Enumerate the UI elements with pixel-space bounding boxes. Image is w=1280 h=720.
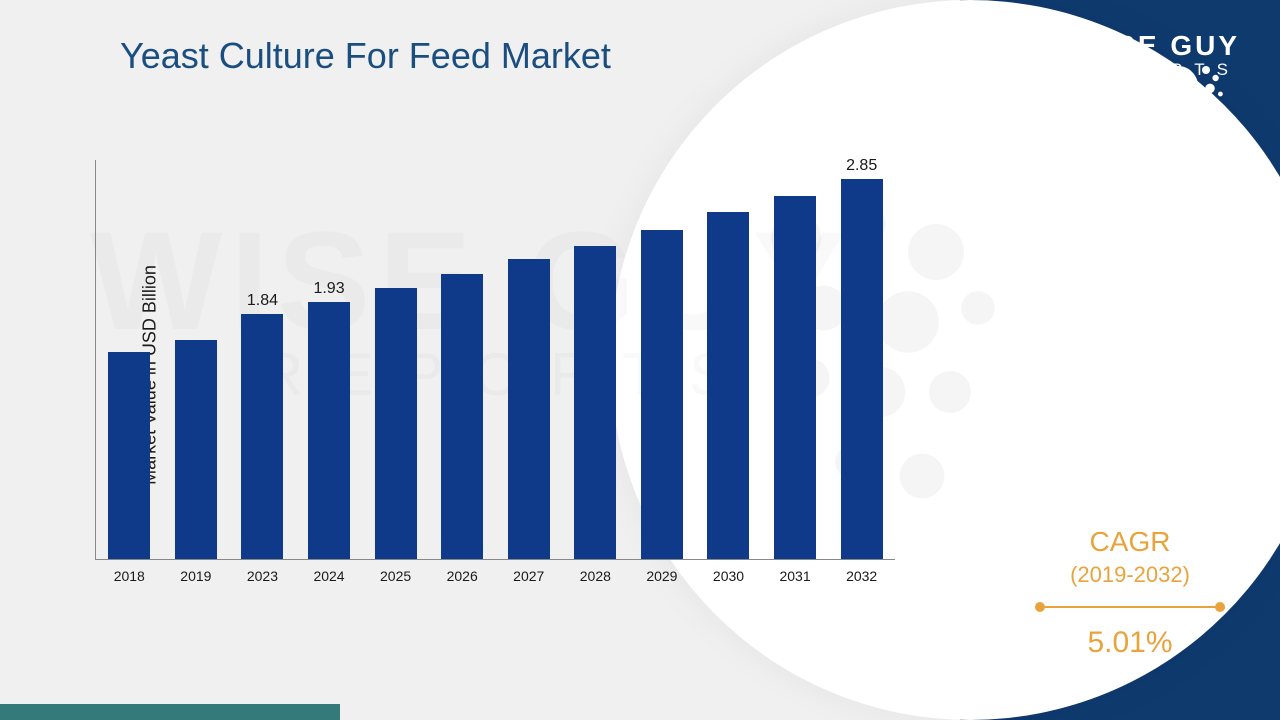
bar-label: 2027 [513, 568, 544, 584]
cagr-divider [1040, 606, 1220, 608]
bar [774, 196, 816, 559]
bar-value: 1.84 [247, 292, 278, 310]
bar-value: 2.85 [846, 157, 877, 175]
brand-block: WISE GUY REPORTS [1074, 30, 1240, 80]
bar-label: 2030 [713, 568, 744, 584]
brand-head-icon [1150, 50, 1230, 130]
bar [641, 230, 683, 559]
bar: 2.85 [841, 179, 883, 559]
bar [441, 274, 483, 559]
cagr-block: CAGR (2019-2032) 5.01% [1040, 526, 1220, 660]
cagr-years: (2019-2032) [1040, 562, 1220, 588]
bar-group: 2018 [96, 160, 163, 559]
bar-group: 2030 [695, 160, 762, 559]
bar-group: 2026 [429, 160, 496, 559]
bar-group: 2028 [562, 160, 629, 559]
bar-group: 1.932024 [296, 160, 363, 559]
bar [108, 352, 150, 559]
bar [574, 246, 616, 559]
bar-group: 2019 [163, 160, 230, 559]
bar-value: 1.93 [313, 280, 344, 298]
bar [175, 340, 217, 559]
chart-title: Yeast Culture For Feed Market [120, 35, 611, 77]
bar-group: 2.852032 [828, 160, 895, 559]
bar: 1.84 [241, 314, 283, 559]
bar: 1.93 [308, 302, 350, 559]
bar-label: 2029 [646, 568, 677, 584]
bars-container: 201820191.8420231.9320242025202620272028… [95, 160, 895, 560]
bar-group: 2029 [629, 160, 696, 559]
bar-label: 2032 [846, 568, 877, 584]
bar-label: 2018 [114, 568, 145, 584]
chart-area: Market Value in USD Billion 201820191.84… [95, 160, 895, 590]
bar-label: 2025 [380, 568, 411, 584]
bottom-accent-bar [0, 704, 340, 720]
bar-label: 2019 [180, 568, 211, 584]
cagr-title: CAGR [1040, 526, 1220, 558]
bar-label: 2031 [779, 568, 810, 584]
bar-group: 2031 [762, 160, 829, 559]
bar-label: 2028 [580, 568, 611, 584]
cagr-value: 5.01% [1040, 626, 1220, 660]
bar-label: 2023 [247, 568, 278, 584]
bar-label: 2024 [313, 568, 344, 584]
bar-group: 1.842023 [229, 160, 296, 559]
bar [707, 212, 749, 559]
bar-group: 2025 [362, 160, 429, 559]
bar-group: 2027 [495, 160, 562, 559]
bar [508, 259, 550, 559]
bar [375, 288, 417, 559]
bar-label: 2026 [447, 568, 478, 584]
